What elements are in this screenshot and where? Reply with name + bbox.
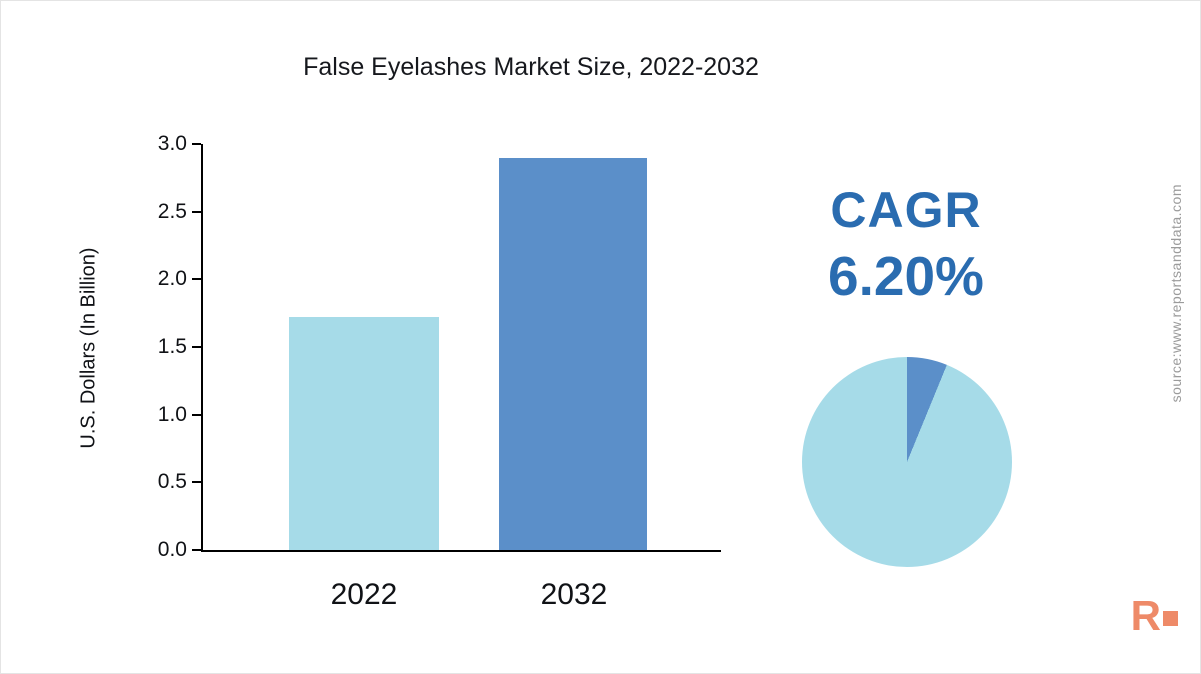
source-note: source:www.reportsanddata.com <box>1168 184 1184 403</box>
y-tick-mark <box>192 413 201 416</box>
y-tick-mark <box>192 346 201 348</box>
y-tick-label: 0.0 <box>157 538 187 561</box>
brand-logo: R <box>1131 595 1178 637</box>
y-tick-label: 3.0 <box>157 132 187 155</box>
y-tick-mark <box>192 210 201 213</box>
y-tick-mark <box>192 481 201 484</box>
x-tick-label-2022: 2022 <box>330 578 398 611</box>
cagr-label: CAGR <box>830 182 982 238</box>
y-tick-label: 1.5 <box>157 335 187 358</box>
logo-square-icon <box>1163 610 1178 626</box>
y-tick-mark <box>192 278 201 281</box>
chart-title: False Eyelashes Market Size, 2022-2032 <box>303 53 759 81</box>
pie-chart <box>802 357 1012 567</box>
cagr-block: CAGR 6.20% <box>776 183 1036 307</box>
y-tick-mark <box>192 143 201 145</box>
logo-letter: R <box>1130 592 1161 639</box>
bar-chart-plot-area: 3.0 2.5 2.0 1.5 1.0 0.5 0.0 2022 2032 <box>158 132 721 611</box>
y-axis-title: U.S. Dollars (In Billion) <box>77 247 100 449</box>
y-tick-mark <box>192 549 201 551</box>
y-tick-label: 1.0 <box>157 402 187 426</box>
y-tick-label: 2.0 <box>157 267 187 291</box>
x-tick-label-2032: 2032 <box>540 578 608 611</box>
bar-2032 <box>499 157 647 550</box>
cagr-value: 6.20% <box>828 245 984 307</box>
y-tick-label: 0.5 <box>157 470 187 494</box>
y-tick-label: 2.5 <box>157 199 187 223</box>
bar-2022 <box>289 317 439 550</box>
